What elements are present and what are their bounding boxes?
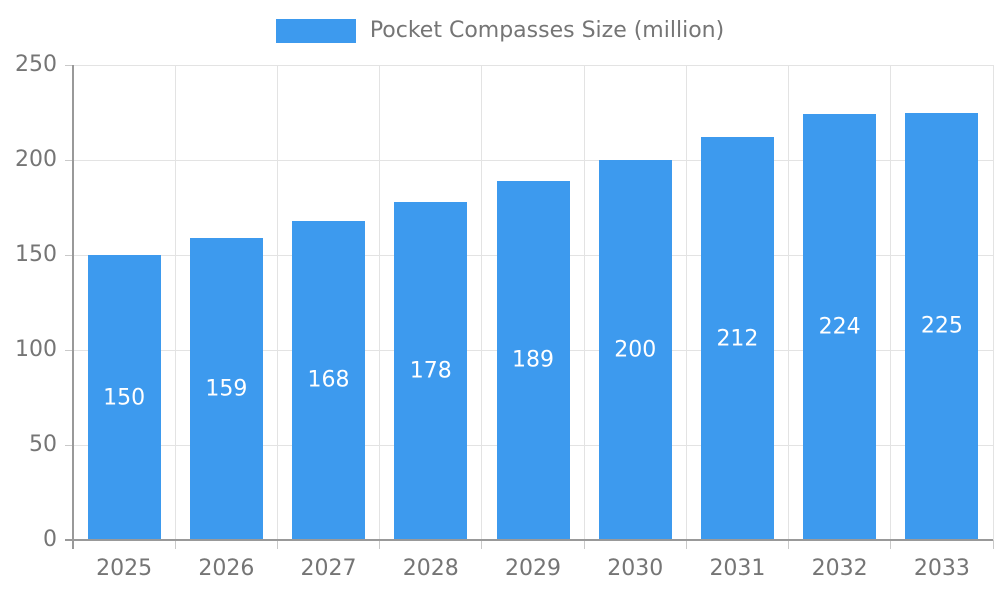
bar-2027[interactable]: 168 xyxy=(292,220,366,540)
x-axis-line xyxy=(65,539,993,541)
y-axis-tick xyxy=(65,254,73,256)
grid-line-vertical xyxy=(276,65,278,540)
x-axis-label: 2028 xyxy=(402,556,459,581)
y-axis-label: 200 xyxy=(15,147,57,172)
x-axis-label: 2026 xyxy=(198,556,255,581)
x-axis-label: 2027 xyxy=(300,556,357,581)
bar-value-label: 189 xyxy=(512,347,554,373)
x-axis-tick xyxy=(583,540,585,549)
legend-label: Pocket Compasses Size (million) xyxy=(369,18,725,43)
x-axis-tick xyxy=(890,540,892,549)
y-axis-label: 100 xyxy=(15,337,57,362)
legend[interactable]: Pocket Compasses Size (million) xyxy=(0,19,1000,43)
y-axis-tick xyxy=(65,349,73,351)
grid-line-vertical xyxy=(583,65,585,540)
y-axis-label: 0 xyxy=(43,527,57,552)
bar-2032[interactable]: 224 xyxy=(803,114,877,540)
y-axis-tick xyxy=(65,159,73,161)
legend-swatch xyxy=(275,19,356,43)
bar-2026[interactable]: 159 xyxy=(189,237,263,540)
grid-line-vertical xyxy=(379,65,381,540)
bar-value-label: 225 xyxy=(920,313,963,339)
bar-2030[interactable]: 200 xyxy=(598,160,672,540)
grid-line-vertical xyxy=(788,65,790,540)
x-axis-label: 2029 xyxy=(504,556,561,581)
bar-value-label: 200 xyxy=(614,337,657,363)
x-axis-label: 2030 xyxy=(607,556,664,581)
bar-value-label: 168 xyxy=(307,367,350,393)
bar-2029[interactable]: 189 xyxy=(496,180,570,540)
grid-line-vertical xyxy=(685,65,687,540)
grid-line-horizontal xyxy=(73,64,993,66)
x-axis-label: 2031 xyxy=(709,556,766,581)
grid-line-vertical xyxy=(481,65,483,540)
y-axis-tick xyxy=(65,64,73,66)
y-axis-tick xyxy=(65,444,73,446)
bar-value-label: 224 xyxy=(818,314,861,340)
bar-value-label: 212 xyxy=(716,326,759,352)
x-axis-tick xyxy=(379,540,381,549)
y-axis-label: 250 xyxy=(15,52,57,77)
x-axis-tick xyxy=(685,540,687,549)
x-axis-label: 2032 xyxy=(811,556,868,581)
y-axis-label: 150 xyxy=(15,242,57,267)
y-axis-line xyxy=(72,65,74,549)
grid-line-horizontal xyxy=(73,159,993,161)
grid-line-vertical xyxy=(174,65,176,540)
bar-value-label: 150 xyxy=(103,385,146,410)
bar-2031[interactable]: 212 xyxy=(700,137,774,540)
x-axis-label: 2025 xyxy=(96,556,153,581)
x-axis-tick xyxy=(276,540,278,549)
x-axis-label: 2033 xyxy=(913,556,970,581)
grid-line-vertical xyxy=(890,65,892,540)
x-axis-tick xyxy=(481,540,483,549)
x-axis-tick xyxy=(992,540,994,549)
grid-line-vertical xyxy=(992,65,994,540)
x-axis-tick xyxy=(174,540,176,549)
bar-2028[interactable]: 178 xyxy=(394,201,468,540)
x-axis-tick xyxy=(788,540,790,549)
bar-value-label: 159 xyxy=(205,376,248,402)
bar-2033[interactable]: 225 xyxy=(905,112,979,540)
bar-2025[interactable]: 150 xyxy=(87,255,161,540)
bar-value-label: 178 xyxy=(409,358,452,384)
y-axis-label: 50 xyxy=(29,432,57,457)
